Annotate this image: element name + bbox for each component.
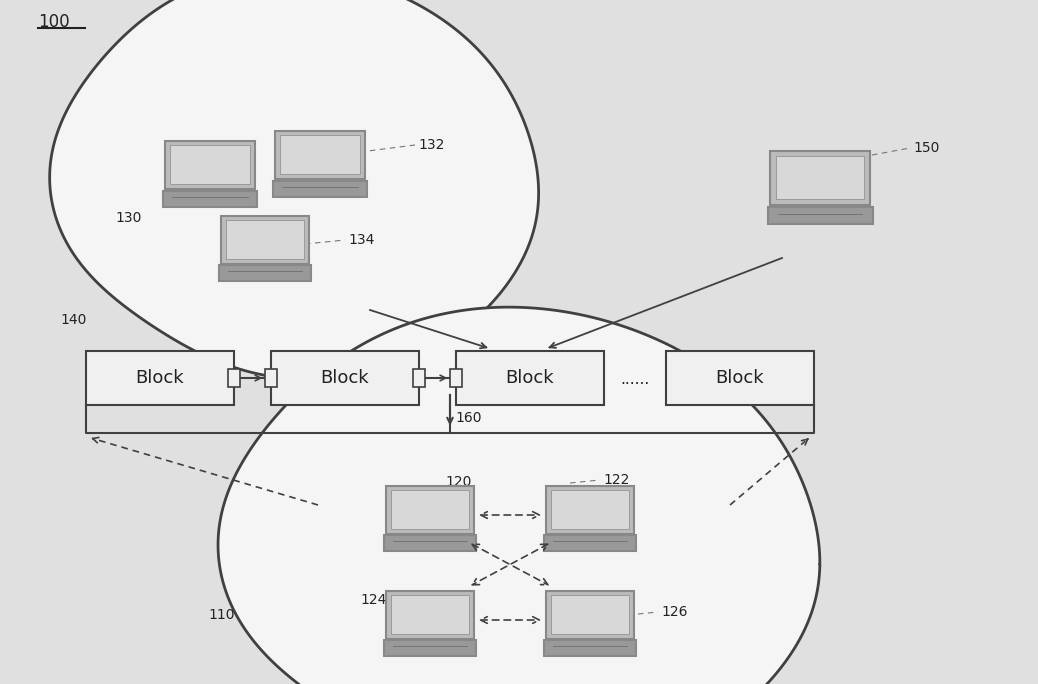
Bar — [551, 596, 629, 633]
Text: Block: Block — [506, 369, 554, 387]
Bar — [384, 535, 476, 551]
Bar — [391, 490, 469, 529]
Text: 100: 100 — [38, 13, 70, 31]
Bar — [219, 265, 311, 280]
Text: 124: 124 — [360, 593, 386, 607]
Text: 120: 120 — [445, 475, 471, 489]
Bar — [266, 369, 277, 387]
Text: Block: Block — [321, 369, 370, 387]
Text: 140: 140 — [60, 313, 86, 327]
Text: 130: 130 — [115, 211, 141, 225]
Bar — [770, 150, 870, 205]
Polygon shape — [50, 0, 539, 380]
Bar — [386, 486, 474, 534]
Bar — [666, 351, 814, 405]
Text: 134: 134 — [348, 233, 375, 247]
Bar — [86, 351, 234, 405]
Bar — [275, 131, 365, 179]
Bar — [221, 216, 309, 264]
Bar — [273, 181, 367, 197]
Text: 150: 150 — [913, 141, 939, 155]
Bar — [280, 135, 359, 174]
Bar — [226, 220, 304, 259]
Bar — [165, 140, 255, 189]
Bar — [271, 351, 419, 405]
Bar — [228, 369, 240, 387]
Polygon shape — [218, 307, 820, 684]
Bar — [386, 591, 474, 639]
Bar — [546, 486, 634, 534]
Text: ......: ...... — [621, 373, 650, 388]
Bar — [546, 591, 634, 639]
Text: 110: 110 — [208, 608, 235, 622]
Bar — [170, 145, 249, 184]
Text: 126: 126 — [661, 605, 687, 619]
Text: 122: 122 — [603, 473, 629, 487]
Text: 132: 132 — [418, 138, 444, 152]
Text: Block: Block — [715, 369, 764, 387]
Bar — [776, 155, 864, 199]
Bar — [391, 596, 469, 633]
Bar — [456, 351, 604, 405]
Bar — [450, 369, 462, 387]
Bar — [413, 369, 425, 387]
Bar — [767, 207, 873, 224]
Text: 160: 160 — [455, 411, 482, 425]
Bar — [544, 535, 636, 551]
Bar — [544, 640, 636, 655]
Text: Block: Block — [136, 369, 185, 387]
Bar — [384, 640, 476, 655]
Bar — [551, 490, 629, 529]
Bar — [163, 191, 257, 207]
